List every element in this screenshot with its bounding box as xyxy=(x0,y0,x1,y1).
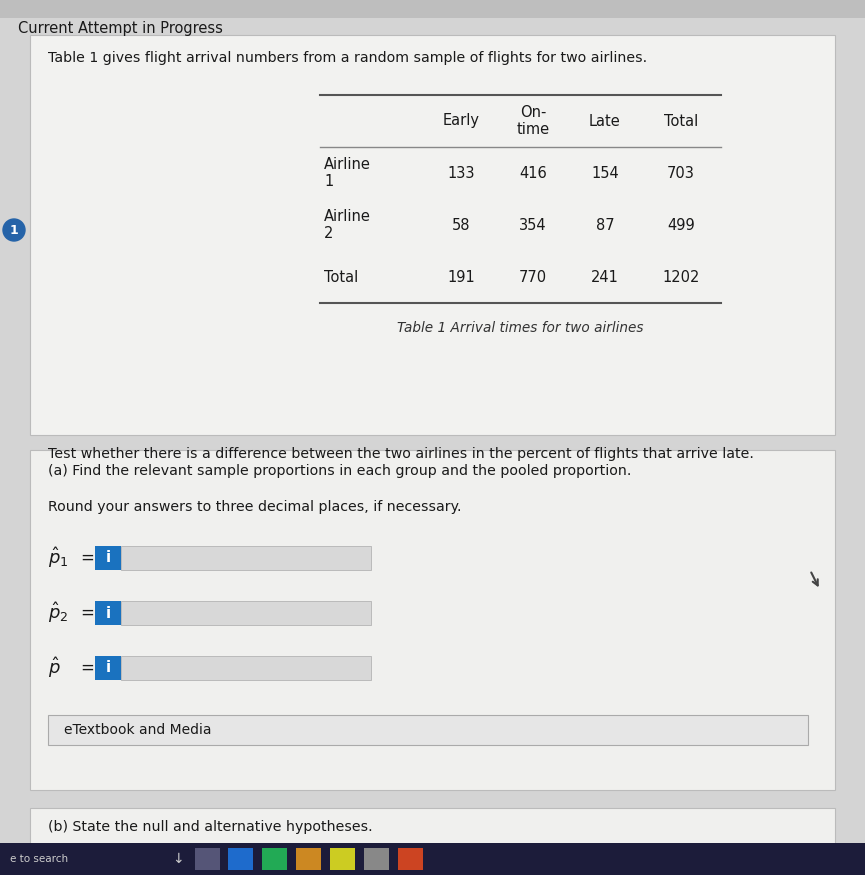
Text: Early: Early xyxy=(443,114,479,129)
FancyBboxPatch shape xyxy=(95,601,121,625)
Text: =: = xyxy=(80,659,94,677)
Text: Airline
2: Airline 2 xyxy=(324,209,371,242)
FancyBboxPatch shape xyxy=(95,546,121,570)
Text: Airline
1: Airline 1 xyxy=(324,157,371,189)
Text: On-
time: On- time xyxy=(516,105,549,137)
FancyBboxPatch shape xyxy=(0,0,865,18)
Text: 1202: 1202 xyxy=(663,270,700,284)
FancyBboxPatch shape xyxy=(121,546,371,570)
FancyBboxPatch shape xyxy=(95,656,121,680)
Text: =: = xyxy=(80,604,94,622)
FancyBboxPatch shape xyxy=(262,848,287,870)
Text: 133: 133 xyxy=(447,165,475,180)
Text: 58: 58 xyxy=(452,218,471,233)
Text: Round your answers to three decimal places, if necessary.: Round your answers to three decimal plac… xyxy=(48,500,462,514)
Text: 416: 416 xyxy=(519,165,547,180)
Text: 87: 87 xyxy=(596,218,614,233)
Text: i: i xyxy=(106,606,111,620)
FancyBboxPatch shape xyxy=(48,715,808,745)
Text: 354: 354 xyxy=(519,218,547,233)
Text: i: i xyxy=(106,550,111,565)
FancyBboxPatch shape xyxy=(30,35,835,435)
Text: $\hat{p}$: $\hat{p}$ xyxy=(48,655,61,681)
Text: 191: 191 xyxy=(447,270,475,284)
FancyBboxPatch shape xyxy=(364,848,389,870)
FancyBboxPatch shape xyxy=(121,601,371,625)
FancyBboxPatch shape xyxy=(0,843,865,875)
Text: eTextbook and Media: eTextbook and Media xyxy=(64,723,212,737)
Text: Table 1 Arrival times for two airlines: Table 1 Arrival times for two airlines xyxy=(397,321,644,335)
FancyBboxPatch shape xyxy=(195,848,220,870)
Text: ↓: ↓ xyxy=(172,852,184,866)
Text: =: = xyxy=(80,549,94,567)
Text: i: i xyxy=(106,661,111,676)
Text: 154: 154 xyxy=(591,165,618,180)
Text: e to search: e to search xyxy=(10,854,68,864)
Text: Total: Total xyxy=(324,270,358,284)
FancyBboxPatch shape xyxy=(398,848,423,870)
Text: $\hat{p}_1$: $\hat{p}_1$ xyxy=(48,546,68,570)
FancyBboxPatch shape xyxy=(0,18,865,40)
FancyBboxPatch shape xyxy=(228,848,253,870)
Text: $\hat{p}_2$: $\hat{p}_2$ xyxy=(48,600,68,626)
FancyBboxPatch shape xyxy=(330,848,355,870)
Text: (b) State the null and alternative hypotheses.: (b) State the null and alternative hypot… xyxy=(48,820,373,834)
Text: 1: 1 xyxy=(10,223,18,236)
Text: Test whether there is a difference between the two airlines in the percent of fl: Test whether there is a difference betwe… xyxy=(48,447,754,461)
Text: 703: 703 xyxy=(667,165,695,180)
Text: Late: Late xyxy=(589,114,621,129)
FancyBboxPatch shape xyxy=(30,450,835,790)
FancyBboxPatch shape xyxy=(296,848,321,870)
Text: Total: Total xyxy=(663,114,698,129)
Text: 770: 770 xyxy=(519,270,547,284)
Text: (a) Find the relevant sample proportions in each group and the pooled proportion: (a) Find the relevant sample proportions… xyxy=(48,464,631,478)
FancyBboxPatch shape xyxy=(121,656,371,680)
FancyBboxPatch shape xyxy=(30,808,835,850)
Text: Current Attempt in Progress: Current Attempt in Progress xyxy=(18,22,223,37)
Circle shape xyxy=(3,219,25,241)
Text: 499: 499 xyxy=(667,218,695,233)
Text: Table 1 gives flight arrival numbers from a random sample of flights for two air: Table 1 gives flight arrival numbers fro… xyxy=(48,51,647,65)
Text: 241: 241 xyxy=(591,270,619,284)
